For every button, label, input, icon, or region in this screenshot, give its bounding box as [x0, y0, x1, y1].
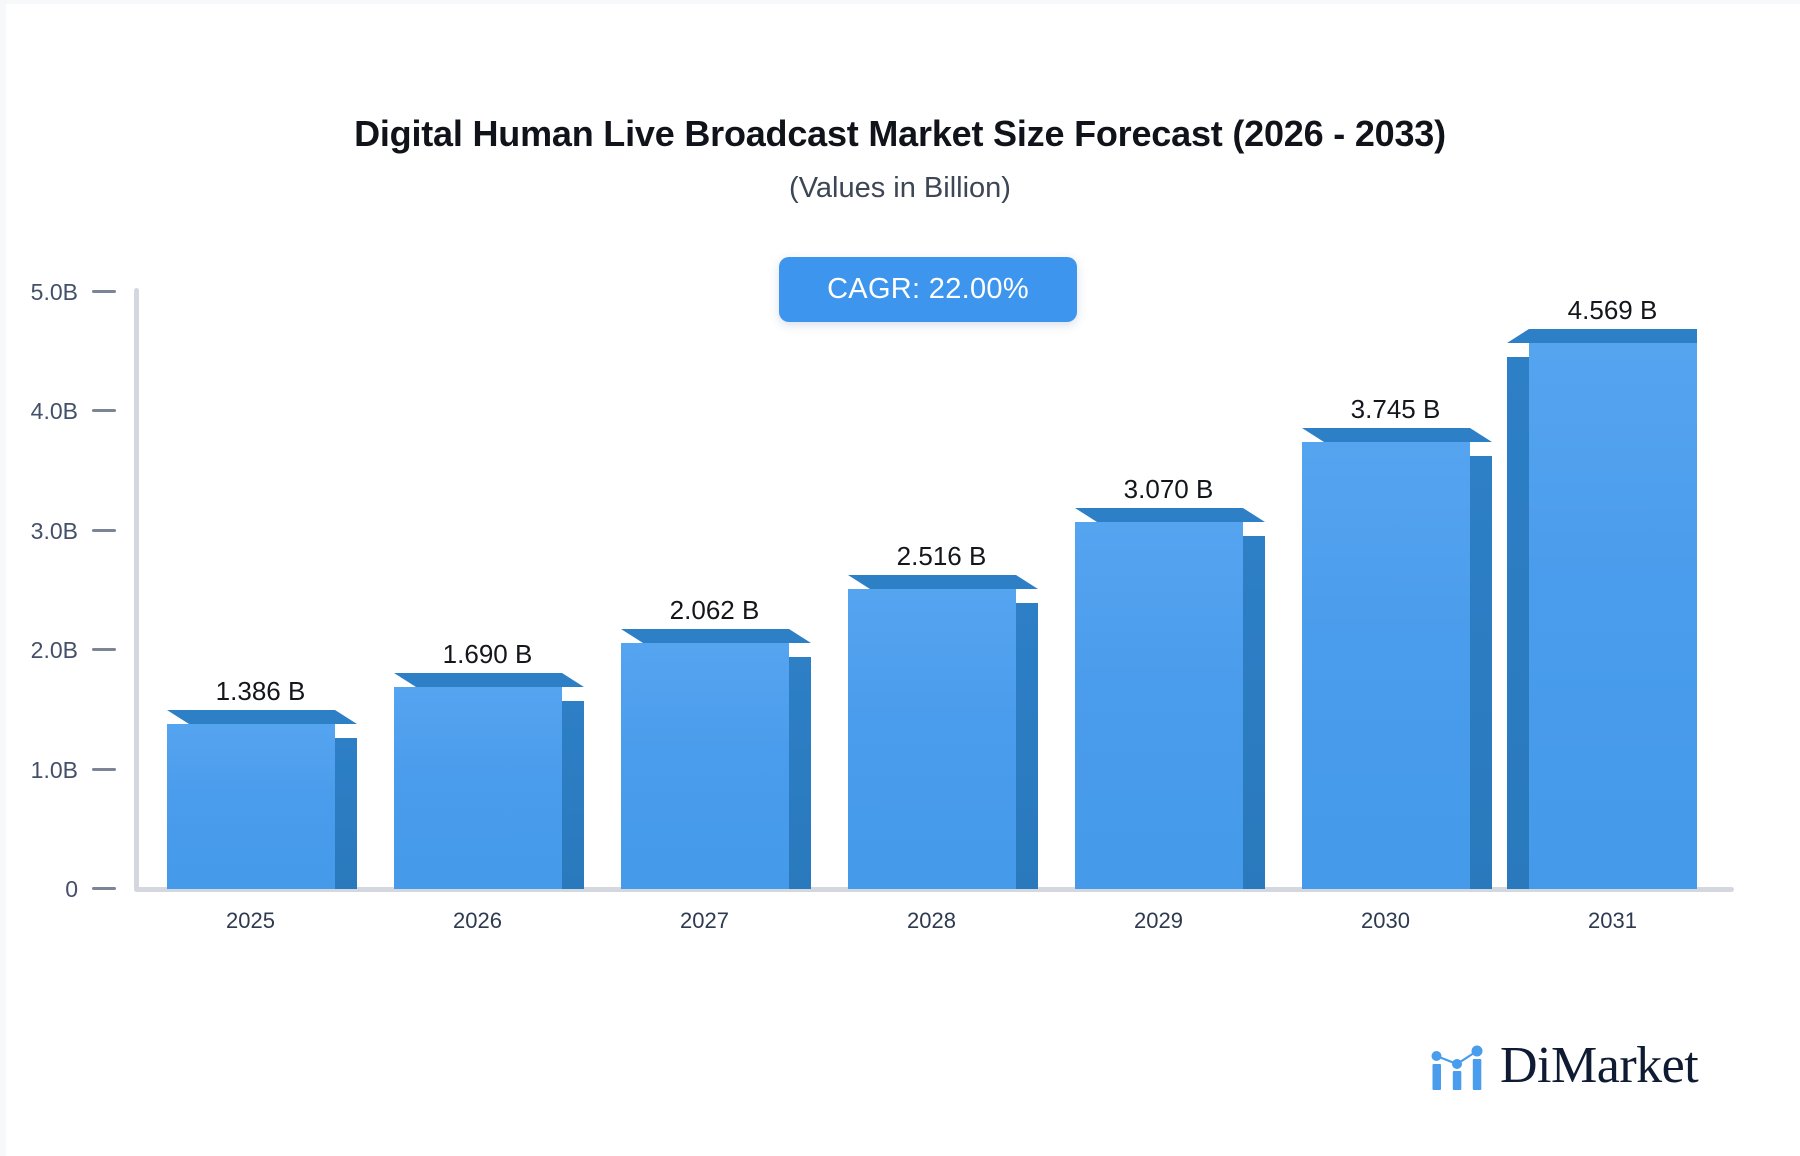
bar-face	[167, 724, 335, 889]
bar-2031[interactable]	[1507, 329, 1697, 889]
bar-value-label-2031: 4.569 B	[1567, 295, 1658, 325]
x-tick-label-2028: 2028	[907, 908, 956, 933]
bar-side-face	[1016, 603, 1038, 889]
bar-side-face	[335, 738, 357, 889]
y-tick-mark-3	[92, 529, 116, 532]
bar-top-face	[848, 575, 1038, 589]
y-tick-4: 4.0B	[0, 398, 134, 431]
y-axis-line	[134, 288, 139, 891]
x-tick-label-2030: 2030	[1361, 908, 1410, 933]
x-tick-label-2026: 2026	[453, 908, 502, 933]
brand-name: DiMarket	[1500, 1037, 1699, 1094]
x-axis-line	[134, 887, 1734, 892]
bar-top-face	[1075, 508, 1265, 522]
bar-2030[interactable]	[1302, 428, 1492, 889]
y-tick-label-5: 5.0B	[30, 279, 78, 305]
bar-chart-logo-icon	[1431, 1045, 1483, 1090]
y-tick-mark-5	[92, 290, 116, 293]
bar-top-face	[394, 673, 584, 687]
y-tick-label-2: 2.0B	[30, 637, 78, 663]
bar-face	[1529, 343, 1697, 889]
bar-side-face	[1243, 536, 1265, 889]
bar-value-label-2028: 2.516 B	[896, 541, 987, 571]
y-tick-label-4: 4.0B	[30, 398, 78, 424]
bar-face	[394, 687, 562, 889]
y-tick-2: 2.0B	[0, 637, 134, 670]
bar-top-face	[621, 629, 811, 643]
bar-2028[interactable]	[848, 575, 1038, 889]
y-tick-1: 1.0B	[0, 757, 134, 790]
top-edge-strip	[0, 0, 1800, 4]
cagr-badge: CAGR: 22.00%	[779, 257, 1077, 322]
y-tick-mark-2	[92, 648, 116, 651]
bar-value-label-2029: 3.070 B	[1123, 474, 1214, 504]
y-tick-label-1: 1.0B	[30, 757, 78, 783]
bar-value-label-2025: 1.386 B	[215, 676, 306, 706]
chart-subtitle: (Values in Billion)	[789, 172, 1011, 204]
bar-face	[848, 589, 1016, 889]
bar-top-face	[1507, 329, 1697, 343]
x-tick-label-2027: 2027	[680, 908, 729, 933]
x-tick-label-2029: 2029	[1134, 908, 1183, 933]
bar-2027[interactable]	[621, 629, 811, 889]
dimarket-logo: DiMarket	[1430, 1037, 1699, 1094]
y-tick-mark-1	[92, 768, 116, 771]
bar-face	[621, 643, 789, 889]
bar-face	[1302, 442, 1470, 889]
bar-face	[1075, 522, 1243, 889]
y-tick-mark-4	[92, 409, 116, 412]
y-tick-5: 5.0B	[0, 279, 134, 312]
bar-value-label-2030: 3.745 B	[1350, 394, 1441, 424]
bar-side-face	[1507, 357, 1529, 889]
y-tick-label-3: 3.0B	[30, 518, 78, 544]
left-edge-strip	[0, 0, 6, 1156]
bar-top-face	[167, 710, 357, 724]
bar-side-face	[1470, 456, 1492, 889]
y-tick-mark-0	[92, 887, 116, 890]
cagr-badge-label: CAGR: 22.00%	[827, 273, 1029, 305]
y-tick-3: 3.0B	[0, 518, 134, 551]
bar-2025[interactable]	[167, 710, 357, 889]
bar-side-face	[562, 701, 584, 889]
bar-value-label-2026: 1.690 B	[442, 639, 533, 669]
bar-2029[interactable]	[1075, 508, 1265, 889]
y-tick-0: 0	[0, 876, 134, 909]
bar-top-face	[1302, 428, 1492, 442]
x-tick-label-2031: 2031	[1588, 908, 1637, 933]
y-tick-label-0: 0	[65, 876, 78, 902]
x-tick-label-2025: 2025	[226, 908, 275, 933]
chart-title: Digital Human Live Broadcast Market Size…	[354, 113, 1446, 154]
bar-2026[interactable]	[394, 673, 584, 889]
bar-side-face	[789, 657, 811, 889]
bar-value-label-2027: 2.062 B	[669, 595, 760, 625]
